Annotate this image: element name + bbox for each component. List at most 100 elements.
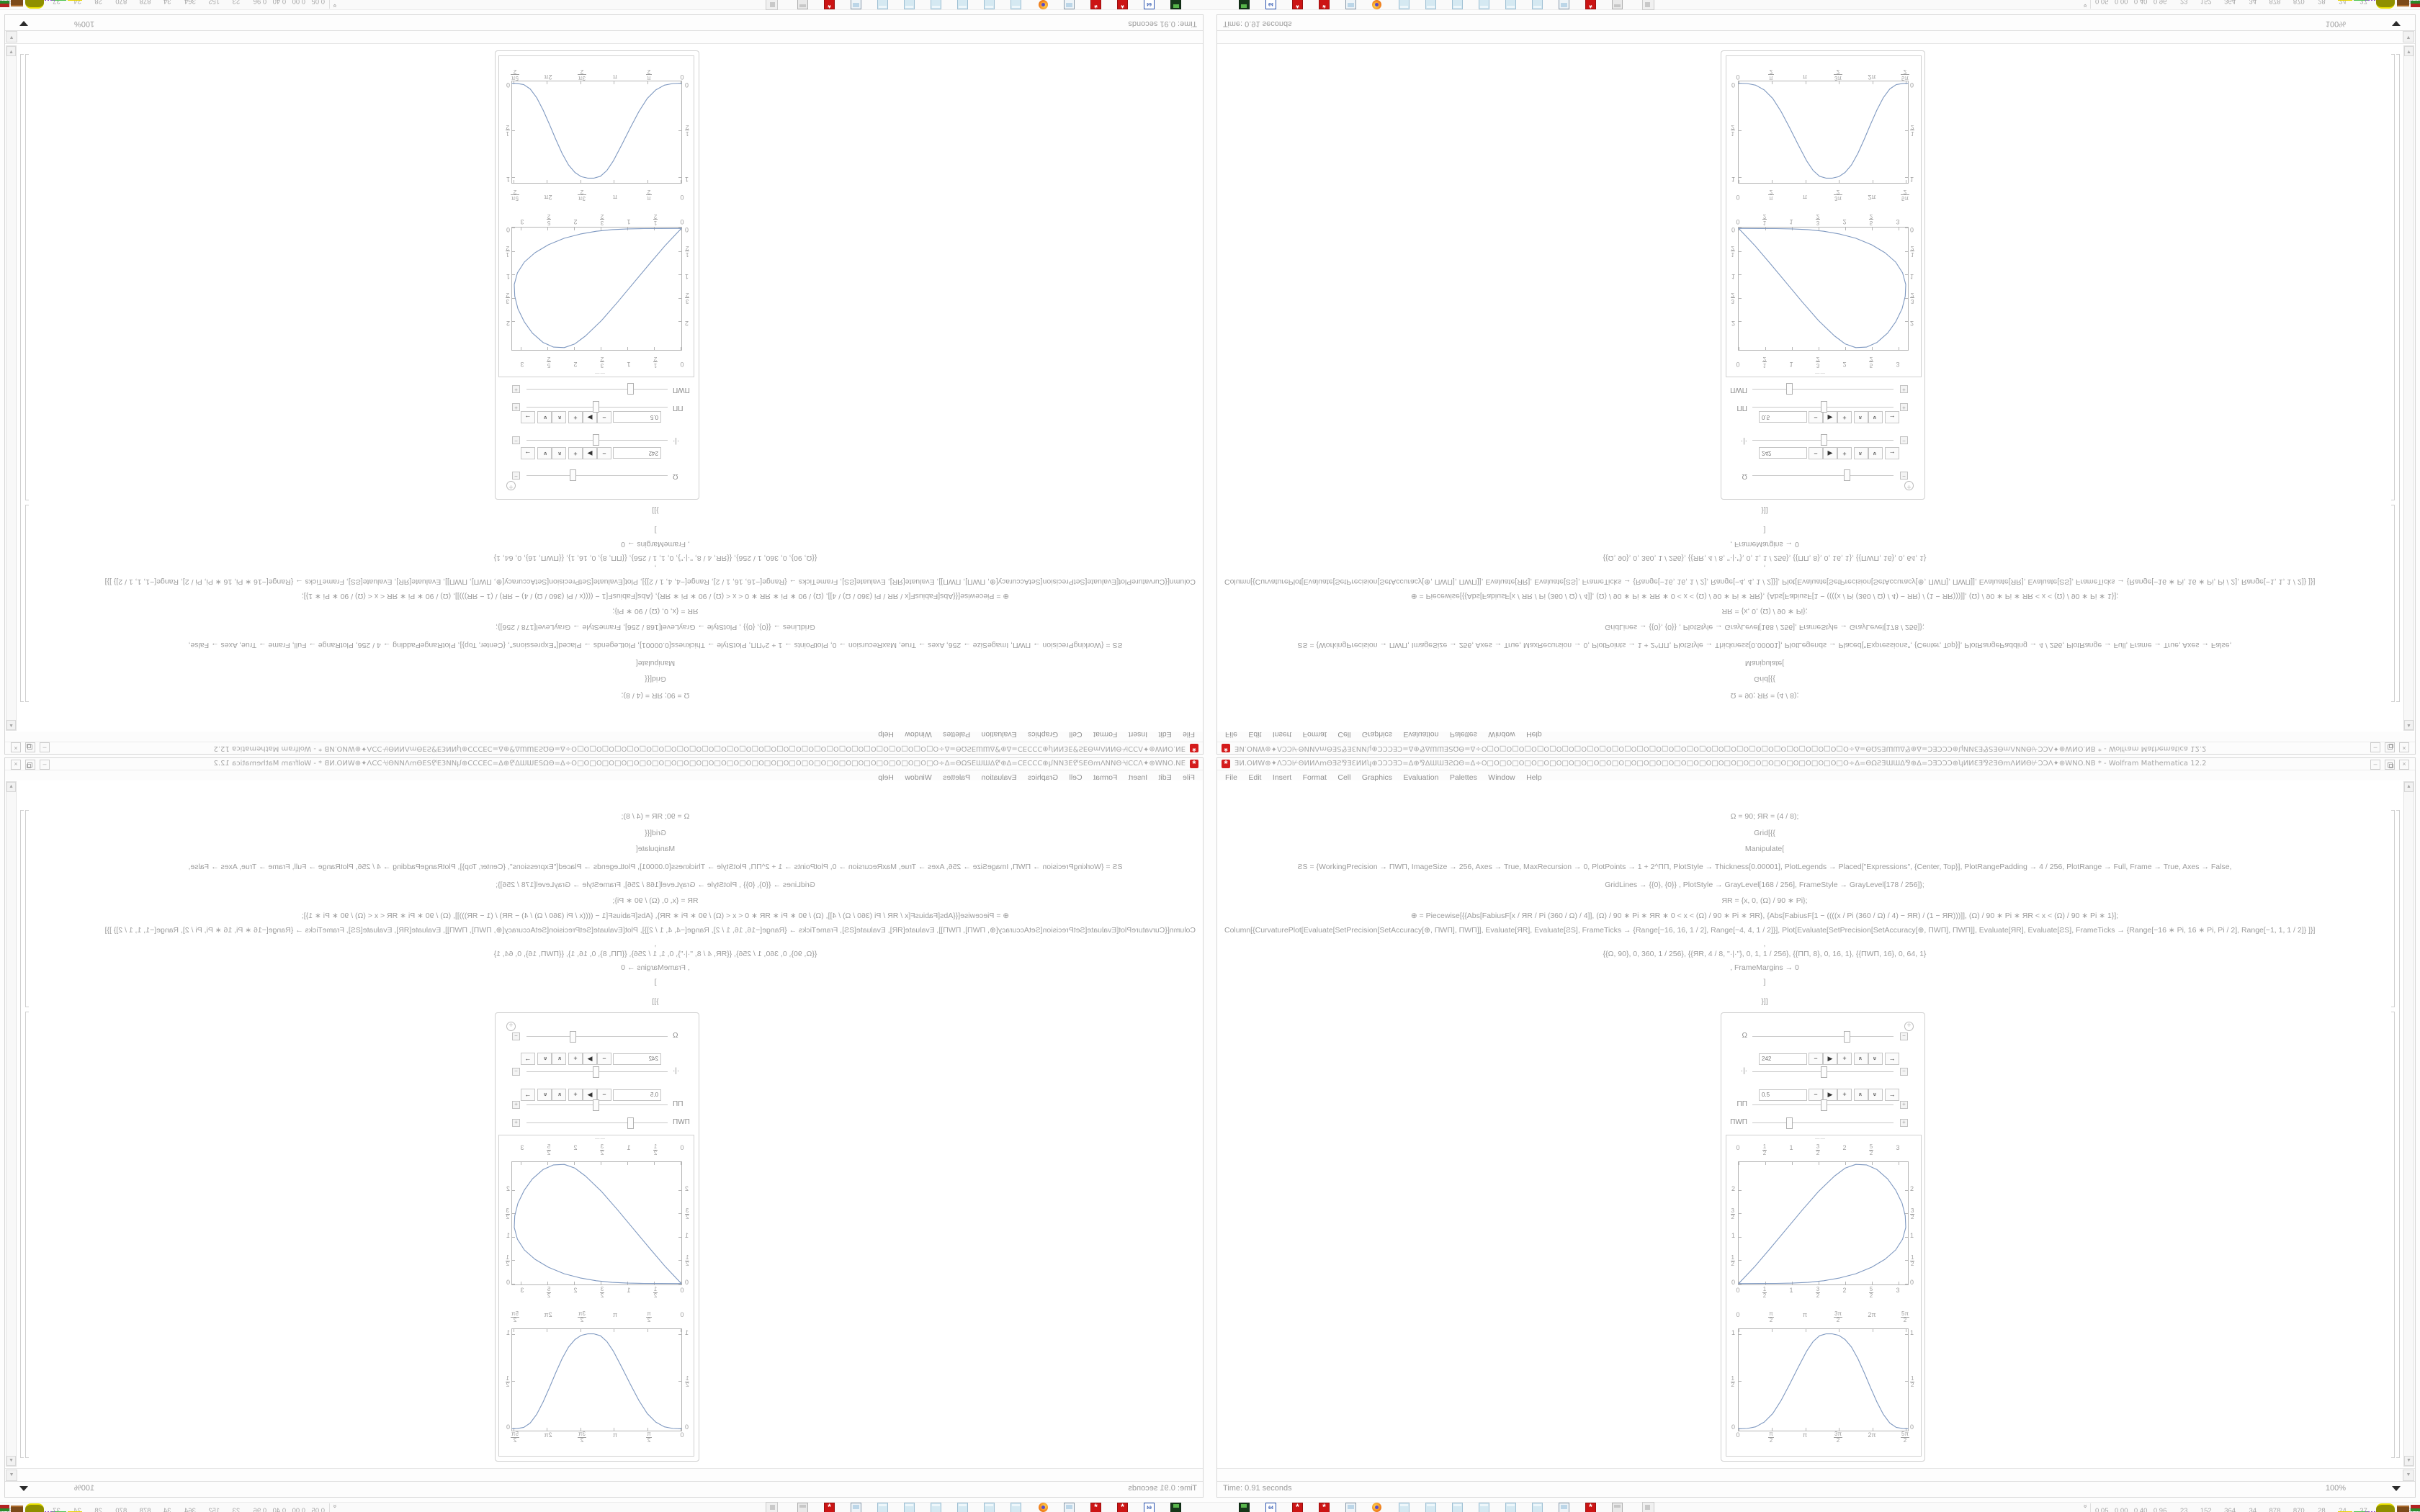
slider-1[interactable] bbox=[526, 1066, 668, 1078]
menu-cell[interactable]: Cell bbox=[1337, 773, 1351, 782]
play-button[interactable]: ▶ bbox=[583, 411, 597, 423]
code-line[interactable]: }]] bbox=[652, 997, 659, 1006]
minimize-button[interactable]: – bbox=[2370, 760, 2380, 770]
code-line[interactable]: ЯR = {x, 0, (Ω) / 90 ∗ Pi}; bbox=[612, 607, 699, 616]
code-line[interactable]: , FrameMargins → 0 bbox=[621, 540, 690, 549]
direction-icon[interactable]: → bbox=[521, 1053, 535, 1065]
step-plus-button[interactable]: + bbox=[568, 1053, 583, 1065]
play-button[interactable]: ▶ bbox=[1823, 1089, 1837, 1101]
slider-thumb[interactable] bbox=[1844, 469, 1850, 481]
code-line[interactable]: , FrameMargins → 0 bbox=[1730, 540, 1799, 549]
scroll-down-arrow[interactable]: ▼ bbox=[6, 1456, 16, 1466]
slider-collapse-button[interactable]: − bbox=[512, 472, 520, 480]
menu-evaluation[interactable]: Evaluation bbox=[1403, 730, 1439, 739]
slider-0[interactable] bbox=[526, 1031, 668, 1043]
faster-icon[interactable]: » bbox=[1868, 411, 1883, 423]
code-line[interactable]: Ω = 90; ЯR = (4 / 8); bbox=[1730, 691, 1799, 700]
cell-group-bracket[interactable] bbox=[2396, 810, 2400, 1458]
menu-help[interactable]: Help bbox=[1526, 730, 1542, 739]
slider-0[interactable] bbox=[1752, 469, 1894, 481]
spikey-icon[interactable]: * bbox=[1585, 0, 1596, 10]
menu-palettes[interactable]: Palettes bbox=[1449, 730, 1477, 739]
slider-thumb[interactable] bbox=[627, 383, 634, 395]
code-line[interactable]: ] bbox=[654, 526, 657, 534]
slower-icon[interactable]: « bbox=[1854, 1089, 1868, 1101]
doc-icon[interactable] bbox=[904, 0, 915, 9]
monitor-icon[interactable] bbox=[851, 1503, 861, 1512]
close-button[interactable]: × bbox=[2399, 760, 2409, 770]
manipulate-options-icon[interactable]: + bbox=[1904, 481, 1914, 490]
plugin-icon[interactable] bbox=[1642, 0, 1654, 10]
minimize-button[interactable]: – bbox=[2370, 742, 2380, 752]
horizontal-scrollbar[interactable]: ▼ bbox=[1217, 1468, 2415, 1481]
slider-collapse-button[interactable]: − bbox=[512, 436, 520, 444]
menu-help[interactable]: Help bbox=[878, 730, 894, 739]
doc-icon[interactable] bbox=[1010, 0, 1021, 9]
slider-2[interactable] bbox=[526, 401, 668, 413]
slider-expand-button[interactable]: + bbox=[1900, 1119, 1908, 1127]
slider-expand-button[interactable]: + bbox=[1900, 385, 1908, 393]
scroll-down-arrow[interactable]: ▼ bbox=[6, 46, 16, 56]
faster-icon[interactable]: » bbox=[537, 447, 552, 459]
slider-thumb[interactable] bbox=[627, 1117, 634, 1129]
monitor-icon[interactable] bbox=[1064, 0, 1075, 9]
floppy-blue-icon[interactable]: 64 bbox=[1265, 0, 1276, 9]
slider-collapse-button[interactable]: − bbox=[1900, 1068, 1908, 1076]
slider-expand-button[interactable]: + bbox=[1900, 1101, 1908, 1109]
menu-palettes[interactable]: Palettes bbox=[1449, 773, 1477, 782]
zoom-level-label[interactable]: 100% bbox=[2325, 1484, 2346, 1493]
vertical-scrollbar[interactable]: ▲ ▼ bbox=[6, 781, 17, 1467]
spikey-icon[interactable]: * bbox=[824, 1502, 835, 1512]
horizontal-scrollbar[interactable]: ▼ bbox=[1217, 31, 2415, 44]
code-line[interactable]: ⊕ = Piecewise[{{Abs[FabiusF[x / ЯR / Pi … bbox=[301, 912, 1010, 920]
vertical-scrollbar[interactable]: ▲ ▼ bbox=[2403, 781, 2414, 1467]
floppy-green-icon[interactable] bbox=[1239, 1503, 1250, 1512]
direction-icon[interactable]: → bbox=[521, 1089, 535, 1101]
floppy-green-icon[interactable] bbox=[1170, 1503, 1181, 1512]
menu-evaluation[interactable]: Evaluation bbox=[1403, 773, 1439, 782]
step-plus-button[interactable]: + bbox=[568, 411, 583, 423]
code-line[interactable]: ] bbox=[1763, 978, 1766, 986]
scroll-up-arrow[interactable]: ▲ bbox=[6, 720, 16, 730]
restore-button[interactable] bbox=[2385, 760, 2395, 770]
slider-value-field[interactable]: 242 bbox=[1759, 447, 1807, 459]
code-line[interactable]: Manipulate[ bbox=[635, 845, 676, 853]
code-line[interactable]: GridLines → {{0}, {0}} , PlotStyle → Gra… bbox=[496, 623, 815, 631]
menu-cell[interactable]: Cell bbox=[1069, 730, 1083, 739]
code-line[interactable]: , bbox=[654, 940, 657, 948]
menu-palettes[interactable]: Palettes bbox=[943, 730, 971, 739]
code-line[interactable]: ⊕ = Piecewise[{{Abs[FabiusF[x / ЯR / Pi … bbox=[1410, 912, 2119, 920]
doc-icon[interactable] bbox=[1452, 0, 1463, 9]
doc-icon[interactable] bbox=[1399, 0, 1410, 9]
code-line[interactable]: , FrameMargins → 0 bbox=[1730, 963, 1799, 972]
doc-icon[interactable] bbox=[877, 1503, 888, 1512]
title-bar[interactable]: * ƎͶ.OͶW⊕✦ΛϽϽ⊬ΘͶͶΛmΘƎƧ⅋ƎƐͶͶʮ⊕ϽϽƆƎϽ=Δ⊕⅋ΔƜ… bbox=[1217, 742, 2415, 754]
menu-window[interactable]: Window bbox=[1488, 730, 1515, 739]
faster-icon[interactable]: » bbox=[537, 1089, 552, 1101]
title-bar[interactable]: * ƎͶ.OͶW⊕✦ΛϽϽ⊬ΘͶͶΛmΘƎƧ⅋ƎƐͶͶʮ⊕ϽϽƆƎϽ=Δ⊕⅋ΔƜ… bbox=[1217, 758, 2415, 770]
slider-value-field[interactable]: 242 bbox=[613, 447, 661, 459]
menu-insert[interactable]: Insert bbox=[1272, 730, 1292, 739]
step-minus-button[interactable]: − bbox=[1809, 1089, 1823, 1101]
step-plus-button[interactable]: + bbox=[1837, 1089, 1852, 1101]
doc-icon[interactable] bbox=[984, 0, 995, 9]
code-line[interactable]: GridLines → {{0}, {0}} , PlotStyle → Gra… bbox=[496, 881, 815, 889]
monitor-icon[interactable] bbox=[1345, 1503, 1356, 1512]
monitor-icon[interactable] bbox=[851, 0, 861, 9]
code-line[interactable]: ƧS = {WorkingPrecision → ΠWΠ, ImageSize … bbox=[188, 641, 1123, 649]
spikey-icon[interactable]: * bbox=[1319, 1503, 1330, 1512]
slider-thumb[interactable] bbox=[1821, 401, 1827, 413]
spikey-icon[interactable]: * bbox=[1292, 0, 1303, 10]
code-line[interactable]: {{Ω, 90}, 0, 360, 1 / 256}, {{ЯR, 4 / 8,… bbox=[493, 950, 817, 958]
firefox-icon[interactable] bbox=[1039, 0, 1048, 9]
code-line[interactable]: Column[{CurvaturePlot[Evaluate[SetPrecis… bbox=[104, 926, 1196, 935]
code-line[interactable]: ЯR = {x, 0, (Ω) / 90 ∗ Pi}; bbox=[612, 896, 699, 905]
slider-thumb[interactable] bbox=[570, 1031, 576, 1043]
step-plus-button[interactable]: + bbox=[1837, 1053, 1852, 1065]
play-button[interactable]: ▶ bbox=[1823, 411, 1837, 423]
slider-expand-button[interactable]: + bbox=[512, 385, 520, 393]
code-line[interactable]: Column[{CurvaturePlot[Evaluate[SetPrecis… bbox=[1224, 577, 2316, 586]
menu-insert[interactable]: Insert bbox=[1272, 773, 1292, 782]
menu-format[interactable]: Format bbox=[1302, 730, 1327, 739]
menu-evaluation[interactable]: Evaluation bbox=[981, 730, 1017, 739]
